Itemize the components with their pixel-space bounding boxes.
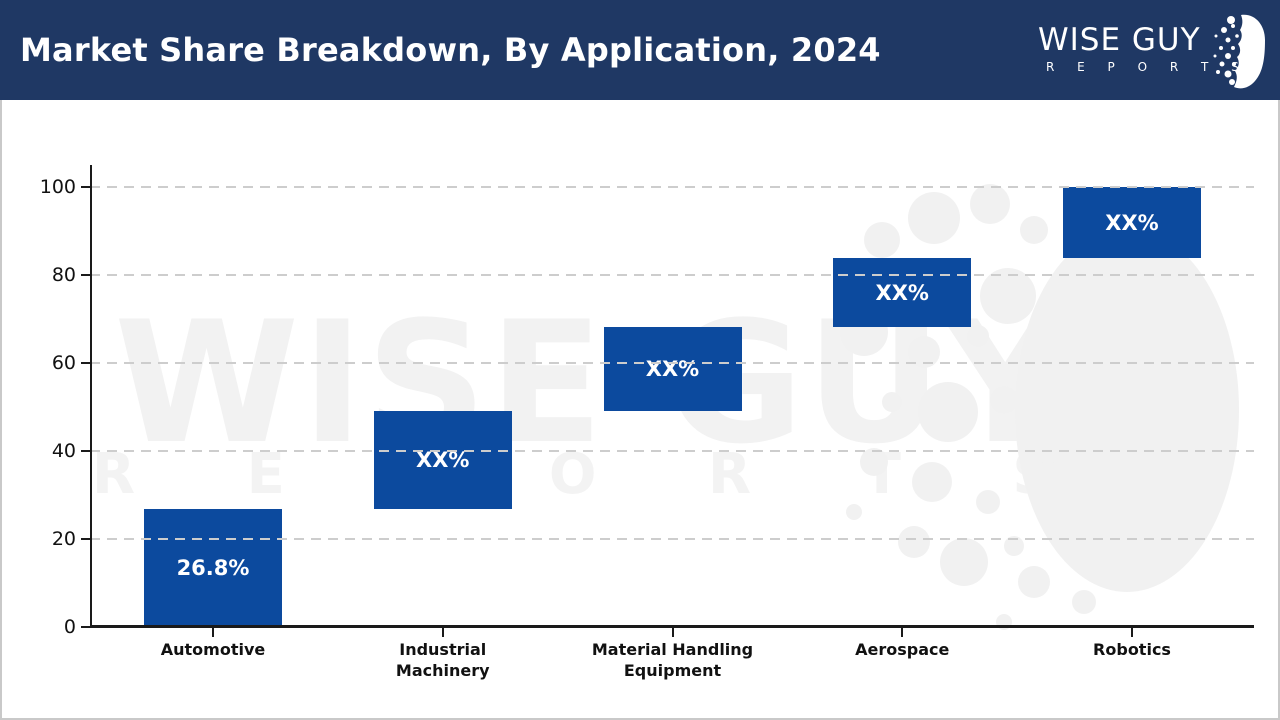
x-axis-line xyxy=(90,625,1254,628)
gridline-y-20 xyxy=(90,538,1254,540)
bar-value-label: 26.8% xyxy=(176,556,250,581)
x-tick-mark-0 xyxy=(212,627,214,637)
chart-canvas: WISE GUY R E P O R T S 0 20 40 60 80 100 26.8%… xyxy=(0,100,1280,720)
x-tick-label-3: Aerospace xyxy=(855,640,950,659)
logo-name-text: WISE GUY xyxy=(1038,22,1201,58)
y-axis-line xyxy=(90,165,92,627)
y-tick-label-40: 40 xyxy=(51,440,76,462)
bar-automotive: 26.8% xyxy=(144,509,282,627)
y-tick-mark-60 xyxy=(81,362,90,364)
gridline-y-60 xyxy=(90,362,1254,364)
x-tick-mark-3 xyxy=(901,627,904,637)
y-tick-mark-40 xyxy=(81,450,90,452)
bar-value-label: XX% xyxy=(1105,210,1159,235)
y-tick-mark-100 xyxy=(81,186,90,188)
y-tick-label-60: 60 xyxy=(51,352,76,374)
wise-guy-logo: WISE GUY R E P O R T S xyxy=(1006,8,1268,92)
y-tick-label-0: 0 xyxy=(63,616,76,638)
x-tick-mark-4 xyxy=(1131,627,1133,637)
x-tick-label-2: Material Handling Equipment xyxy=(591,640,754,680)
gridline-y-40 xyxy=(90,450,1254,452)
gridline-y-100 xyxy=(90,186,1254,188)
y-tick-mark-80 xyxy=(81,274,90,276)
dotted-head-profile-icon xyxy=(1213,14,1265,89)
bar-material-handling-equipment: XX% xyxy=(603,326,742,411)
watermark-dotted-head-graphic xyxy=(840,184,1239,630)
x-tick-label-1: Industrial Machinery xyxy=(395,640,490,680)
x-tick-label-4: Robotics xyxy=(1093,640,1171,659)
header-band: Market Share Breakdown, By Application, … xyxy=(0,0,1280,100)
x-tick-label-0: Automotive xyxy=(160,640,266,659)
logo-tagline-text: R E P O R T S xyxy=(1046,60,1249,74)
y-tick-label-20: 20 xyxy=(51,528,76,550)
x-tick-mark-2 xyxy=(671,627,674,637)
y-tick-mark-0 xyxy=(81,626,90,628)
y-tick-label-80: 80 xyxy=(51,264,76,286)
page-title: Market Share Breakdown, By Application, … xyxy=(20,31,881,69)
x-tick-mark-1 xyxy=(441,627,444,637)
bar-value-label: XX% xyxy=(875,280,929,305)
bar-value-label: XX% xyxy=(645,356,700,381)
gridline-y-80 xyxy=(90,274,1254,276)
y-tick-mark-20 xyxy=(81,538,90,540)
y-tick-label-100: 100 xyxy=(39,176,76,198)
bar-robotics: XX% xyxy=(1063,187,1201,259)
plot-area: 0 20 40 60 80 100 26.8% Automotive XX% Industrial… xyxy=(40,165,1254,680)
bar-aerospace: XX% xyxy=(833,258,972,327)
bar-industrial-machinery: XX% xyxy=(373,410,512,510)
